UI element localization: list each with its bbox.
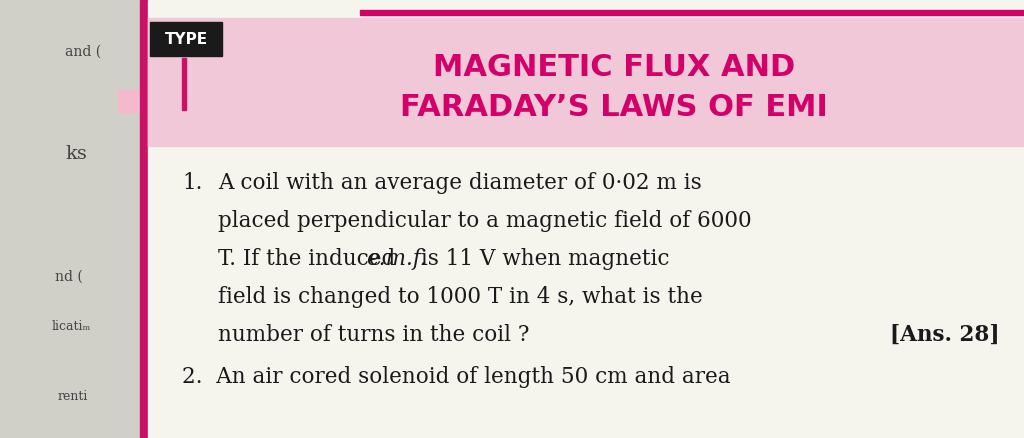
Bar [118, 90, 138, 112]
Text: TYPE: TYPE [165, 32, 208, 46]
Bar [148, 18, 1024, 146]
Text: FARADAY’S LAWS OF EMI: FARADAY’S LAWS OF EMI [400, 93, 828, 123]
Text: A coil with an average diameter of 0·02 m is: A coil with an average diameter of 0·02 … [218, 172, 701, 194]
Text: 2.  An air cored solenoid of length 50 cm and area: 2. An air cored solenoid of length 50 cm… [182, 366, 731, 388]
Text: e.m.f.: e.m.f. [366, 248, 427, 270]
Text: placed perpendicular to a magnetic field of 6000: placed perpendicular to a magnetic field… [218, 210, 752, 232]
Bar [0, 0, 148, 438]
Text: and (: and ( [65, 45, 101, 59]
Bar [360, 10, 1024, 15]
Text: field is changed to 1000 T in 4 s, what is the: field is changed to 1000 T in 4 s, what … [218, 286, 702, 308]
Text: nd (: nd ( [55, 270, 83, 284]
Text: ks: ks [65, 145, 87, 163]
Text: 1.: 1. [182, 172, 203, 194]
Bar [150, 22, 222, 56]
Text: is 11 V when magnetic: is 11 V when magnetic [414, 248, 670, 270]
Bar [182, 58, 186, 110]
Text: licatiₘ: licatiₘ [52, 320, 91, 333]
Text: [Ans. 28]: [Ans. 28] [891, 324, 1000, 346]
Text: renti: renti [58, 390, 88, 403]
Bar [140, 0, 148, 438]
Bar [148, 0, 1024, 438]
Text: MAGNETIC FLUX AND: MAGNETIC FLUX AND [433, 53, 795, 82]
Text: number of turns in the coil ?: number of turns in the coil ? [218, 324, 529, 346]
Text: T. If the induced: T. If the induced [218, 248, 402, 270]
